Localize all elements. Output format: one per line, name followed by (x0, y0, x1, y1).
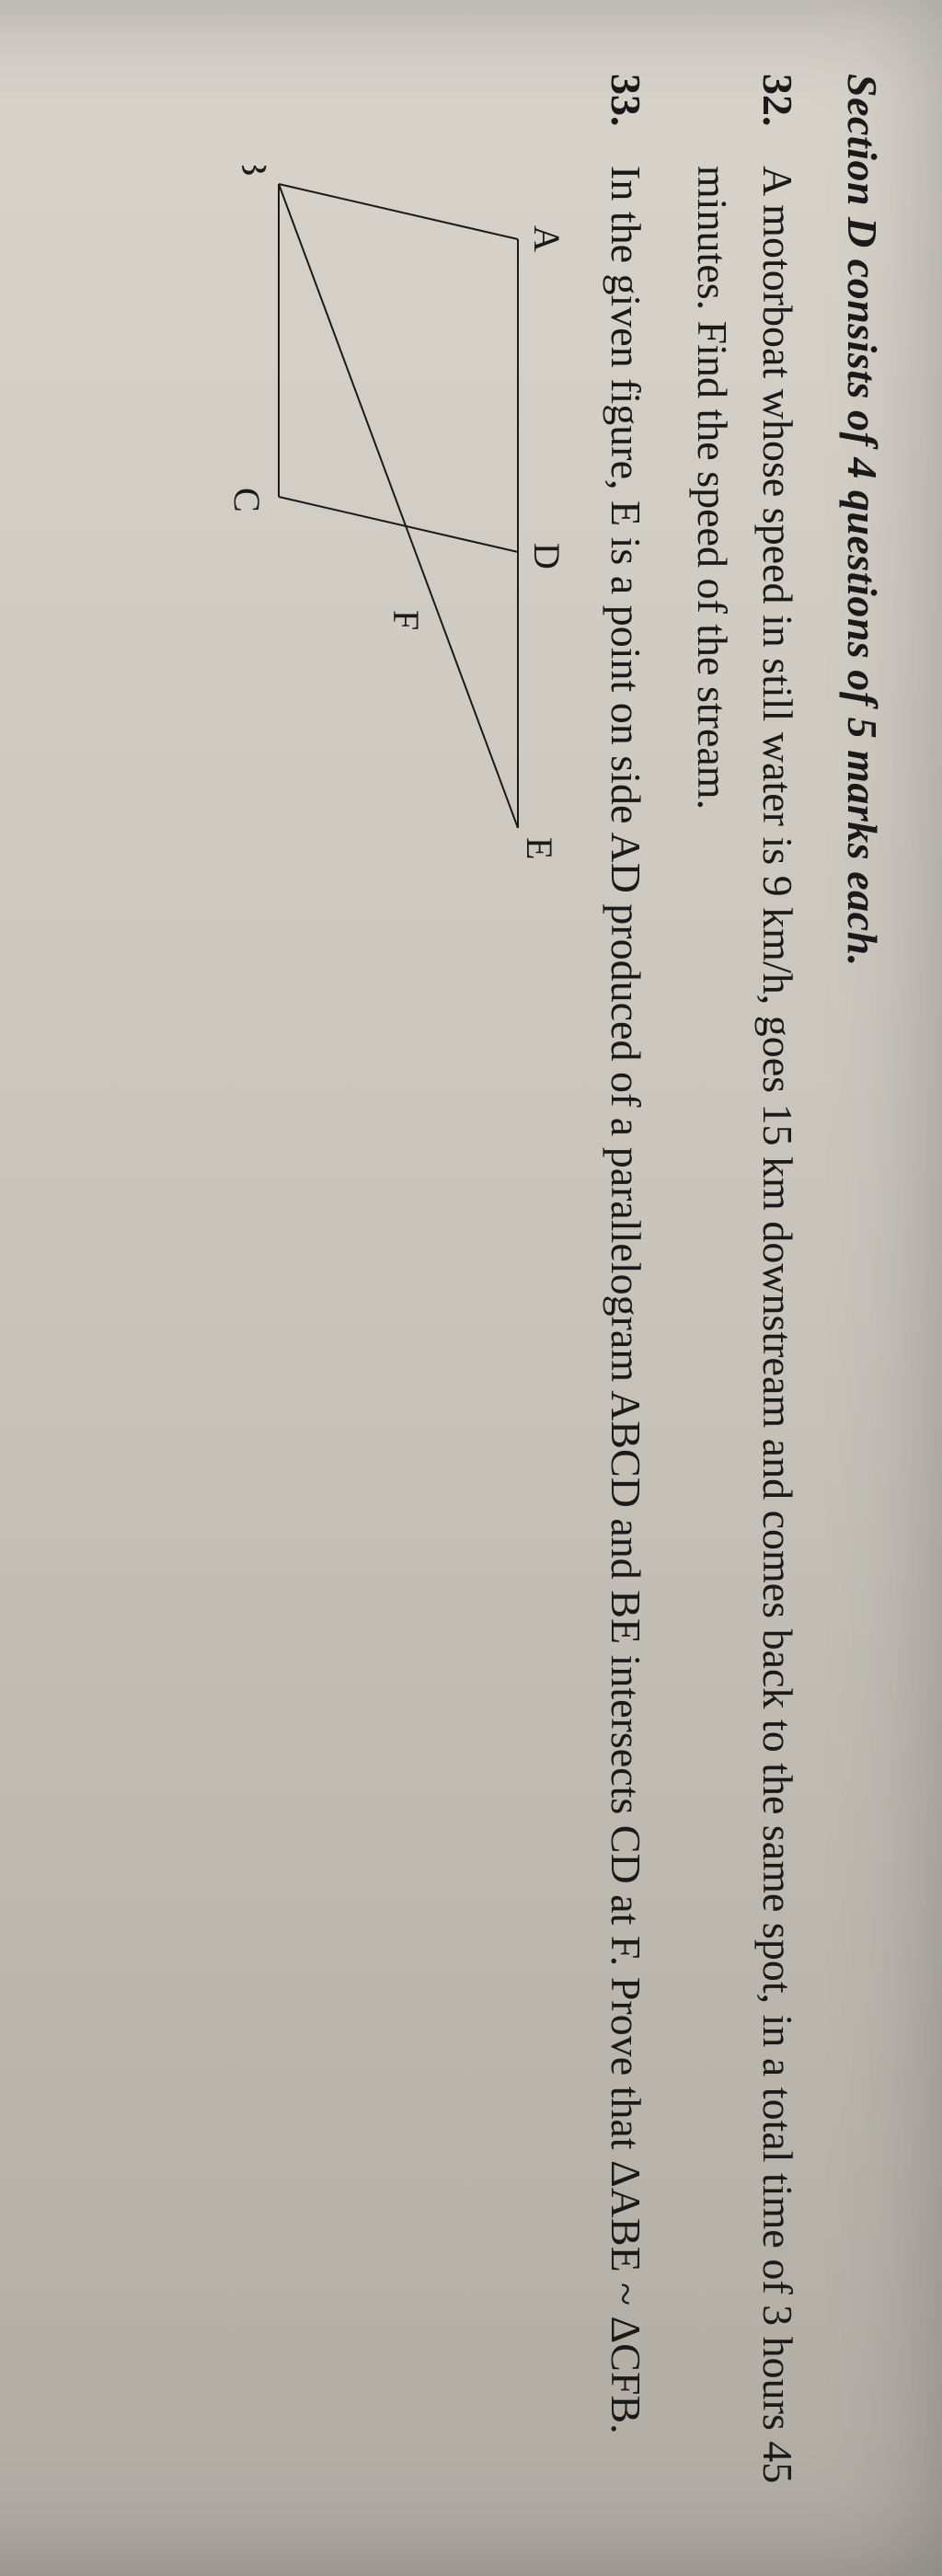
svg-text:D: D (526, 543, 568, 569)
geometry-figure: A D E B C F (224, 166, 573, 2502)
question-32: 32. A motorboat whose speed in still wat… (679, 74, 810, 2502)
section-header: Section D consists of 4 questions of 5 m… (838, 74, 887, 2502)
question-number: 33. (593, 74, 659, 166)
question-number: 32. (679, 74, 810, 166)
svg-text:E: E (519, 837, 560, 859)
svg-text:A: A (526, 225, 568, 252)
question-text: In the given figure, E is a point on sid… (593, 166, 659, 2502)
svg-text:B: B (234, 166, 275, 177)
svg-text:F: F (385, 610, 427, 630)
exam-page: Section D consists of 4 questions of 5 m… (0, 0, 942, 2576)
svg-text:C: C (226, 488, 268, 512)
question-text: A motorboat whose speed in still water i… (679, 166, 810, 2502)
question-33: 33. In the given figure, E is a point on… (593, 74, 659, 2502)
parallelogram-diagram: A D E B C F (224, 166, 573, 920)
